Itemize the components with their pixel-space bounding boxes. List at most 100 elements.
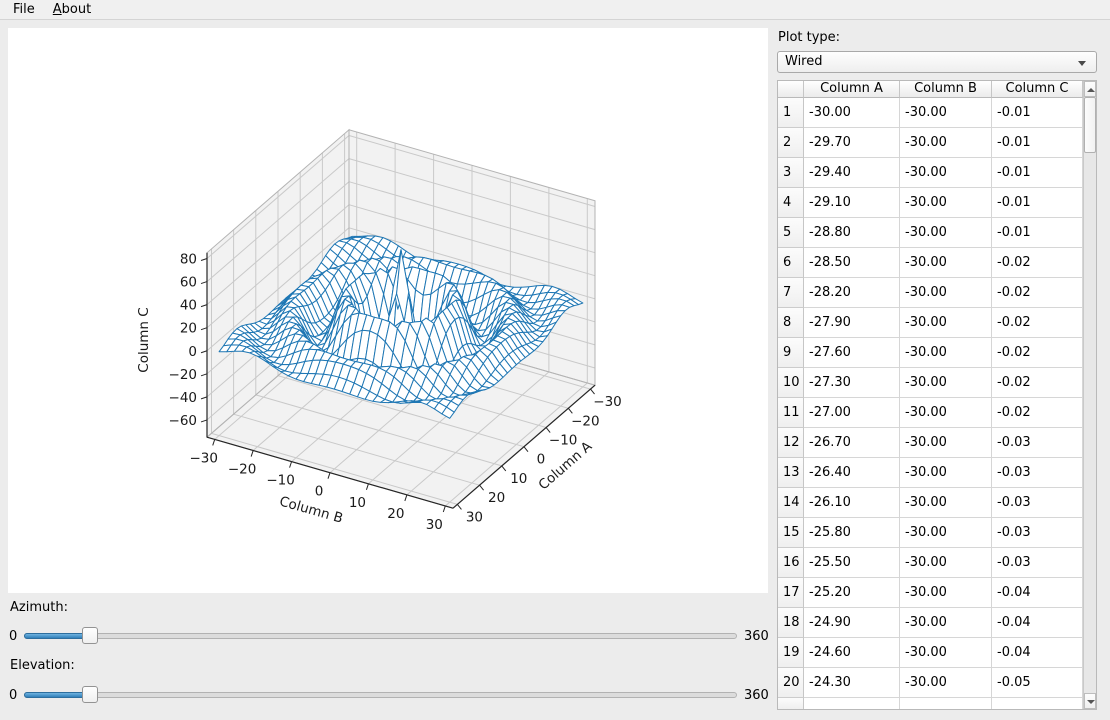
table-cell[interactable]: -0.05 — [992, 668, 1083, 698]
table-header-column-b[interactable]: Column B — [900, 81, 992, 98]
row-number[interactable]: 13 — [778, 458, 804, 488]
table-cell[interactable]: -30.00 — [900, 158, 992, 188]
table-cell[interactable]: -30.00 — [900, 218, 992, 248]
table-cell[interactable]: -30.00 — [900, 488, 992, 518]
elevation-slider-groove[interactable] — [24, 692, 737, 698]
menu-about[interactable]: About — [52, 2, 92, 17]
table-corner-cell[interactable] — [778, 81, 804, 98]
table-cell[interactable]: -26.40 — [804, 458, 900, 488]
row-number[interactable]: 11 — [778, 398, 804, 428]
table-cell[interactable]: -30.00 — [900, 668, 992, 698]
row-number[interactable]: 10 — [778, 368, 804, 398]
row-number[interactable]: 7 — [778, 278, 804, 308]
table-cell[interactable]: -30.00 — [900, 188, 992, 218]
table-cell[interactable]: -0.03 — [992, 548, 1083, 578]
plot-canvas[interactable]: −30 −20 −10 0 10 20 30 −30 −20 −10 0 10 20 30 −60 −40 −2… — [8, 28, 768, 593]
table-header-column-c[interactable]: Column C — [992, 81, 1083, 98]
table-cell[interactable]: -0.03 — [992, 518, 1083, 548]
row-number[interactable]: 6 — [778, 248, 804, 278]
table-cell[interactable]: -30.00 — [900, 608, 992, 638]
table-cell[interactable]: -24.60 — [804, 638, 900, 668]
table-cell[interactable]: -30.00 — [900, 548, 992, 578]
table-cell[interactable]: -30.00 — [900, 368, 992, 398]
table-cell[interactable]: -0.01 — [992, 128, 1083, 158]
elevation-slider[interactable] — [24, 686, 737, 704]
table-cell[interactable]: -0.01 — [992, 188, 1083, 218]
table-cell[interactable]: -30.00 — [900, 428, 992, 458]
table-cell[interactable]: -30.00 — [900, 308, 992, 338]
table-cell[interactable]: -30.00 — [900, 278, 992, 308]
row-number[interactable]: 4 — [778, 188, 804, 218]
plot-type-combobox[interactable]: Wired — [777, 51, 1097, 73]
table-cell[interactable]: -0.01 — [992, 98, 1083, 128]
table-cell[interactable]: -0.03 — [992, 428, 1083, 458]
table-cell[interactable]: -0.04 — [992, 608, 1083, 638]
table-cell[interactable]: -29.10 — [804, 188, 900, 218]
table-cell[interactable]: -0.03 — [992, 458, 1083, 488]
row-number[interactable]: 12 — [778, 428, 804, 458]
row-number[interactable]: 1 — [778, 98, 804, 128]
table-cell[interactable]: -28.80 — [804, 218, 900, 248]
table-cell[interactable]: -30.00 — [900, 98, 992, 128]
row-number[interactable]: 19 — [778, 638, 804, 668]
table-cell[interactable]: -30.00 — [900, 518, 992, 548]
row-number[interactable]: 5 — [778, 218, 804, 248]
elevation-slider-handle[interactable] — [81, 686, 98, 703]
table-cell[interactable]: -0.02 — [992, 278, 1083, 308]
row-number[interactable]: 14 — [778, 488, 804, 518]
svg-text:−60: −60 — [169, 413, 198, 429]
table-cell[interactable]: -0.02 — [992, 338, 1083, 368]
row-number[interactable]: 16 — [778, 548, 804, 578]
table-scrollbar[interactable] — [1083, 81, 1096, 709]
table-cell[interactable]: -27.00 — [804, 398, 900, 428]
azimuth-slider[interactable] — [24, 627, 737, 645]
table-cell[interactable]: -30.00 — [900, 638, 992, 668]
table-cell[interactable]: -30.00 — [900, 248, 992, 278]
row-number[interactable]: 15 — [778, 518, 804, 548]
row-number[interactable]: 20 — [778, 668, 804, 698]
table-header-column-a[interactable]: Column A — [804, 81, 900, 98]
row-number[interactable]: 17 — [778, 578, 804, 608]
row-number[interactable]: 9 — [778, 338, 804, 368]
row-number[interactable]: 18 — [778, 608, 804, 638]
table-cell[interactable]: -27.30 — [804, 368, 900, 398]
table-cell[interactable]: -24.90 — [804, 608, 900, 638]
table-cell[interactable]: -0.02 — [992, 368, 1083, 398]
table-cell[interactable]: -28.20 — [804, 278, 900, 308]
row-number[interactable]: 2 — [778, 128, 804, 158]
plot-type-value: Wired — [785, 54, 823, 69]
scrollbar-thumb[interactable] — [1084, 97, 1096, 153]
table-cell[interactable]: -28.50 — [804, 248, 900, 278]
table-cell[interactable]: -30.00 — [804, 98, 900, 128]
table-cell[interactable]: -0.02 — [992, 248, 1083, 278]
table-cell[interactable]: -26.70 — [804, 428, 900, 458]
table-cell[interactable]: -30.00 — [900, 458, 992, 488]
scroll-up-icon[interactable] — [1084, 81, 1096, 97]
table-cell[interactable]: -0.03 — [992, 488, 1083, 518]
table-cell[interactable]: -27.60 — [804, 338, 900, 368]
table-cell[interactable]: -0.02 — [992, 308, 1083, 338]
table-cell[interactable]: -30.00 — [900, 398, 992, 428]
table-cell[interactable]: -0.02 — [992, 398, 1083, 428]
azimuth-slider-groove[interactable] — [24, 633, 737, 639]
table-cell[interactable]: -0.01 — [992, 158, 1083, 188]
row-number[interactable]: 8 — [778, 308, 804, 338]
table-cell[interactable]: -0.04 — [992, 638, 1083, 668]
azimuth-slider-handle[interactable] — [81, 627, 98, 644]
table-cell[interactable]: -30.00 — [900, 338, 992, 368]
table-cell[interactable]: -25.50 — [804, 548, 900, 578]
scroll-down-icon[interactable] — [1084, 693, 1096, 709]
table-cell[interactable]: -29.70 — [804, 128, 900, 158]
table-cell[interactable]: -25.20 — [804, 578, 900, 608]
table-cell[interactable]: -26.10 — [804, 488, 900, 518]
table-cell[interactable]: -29.40 — [804, 158, 900, 188]
table-cell[interactable]: -25.80 — [804, 518, 900, 548]
table-cell[interactable]: -0.04 — [992, 578, 1083, 608]
row-number[interactable]: 3 — [778, 158, 804, 188]
table-cell[interactable]: -0.01 — [992, 218, 1083, 248]
table-cell[interactable]: -30.00 — [900, 128, 992, 158]
menu-file[interactable]: File — [13, 2, 35, 17]
table-cell[interactable]: -30.00 — [900, 578, 992, 608]
table-cell[interactable]: -27.90 — [804, 308, 900, 338]
table-cell[interactable]: -24.30 — [804, 668, 900, 698]
